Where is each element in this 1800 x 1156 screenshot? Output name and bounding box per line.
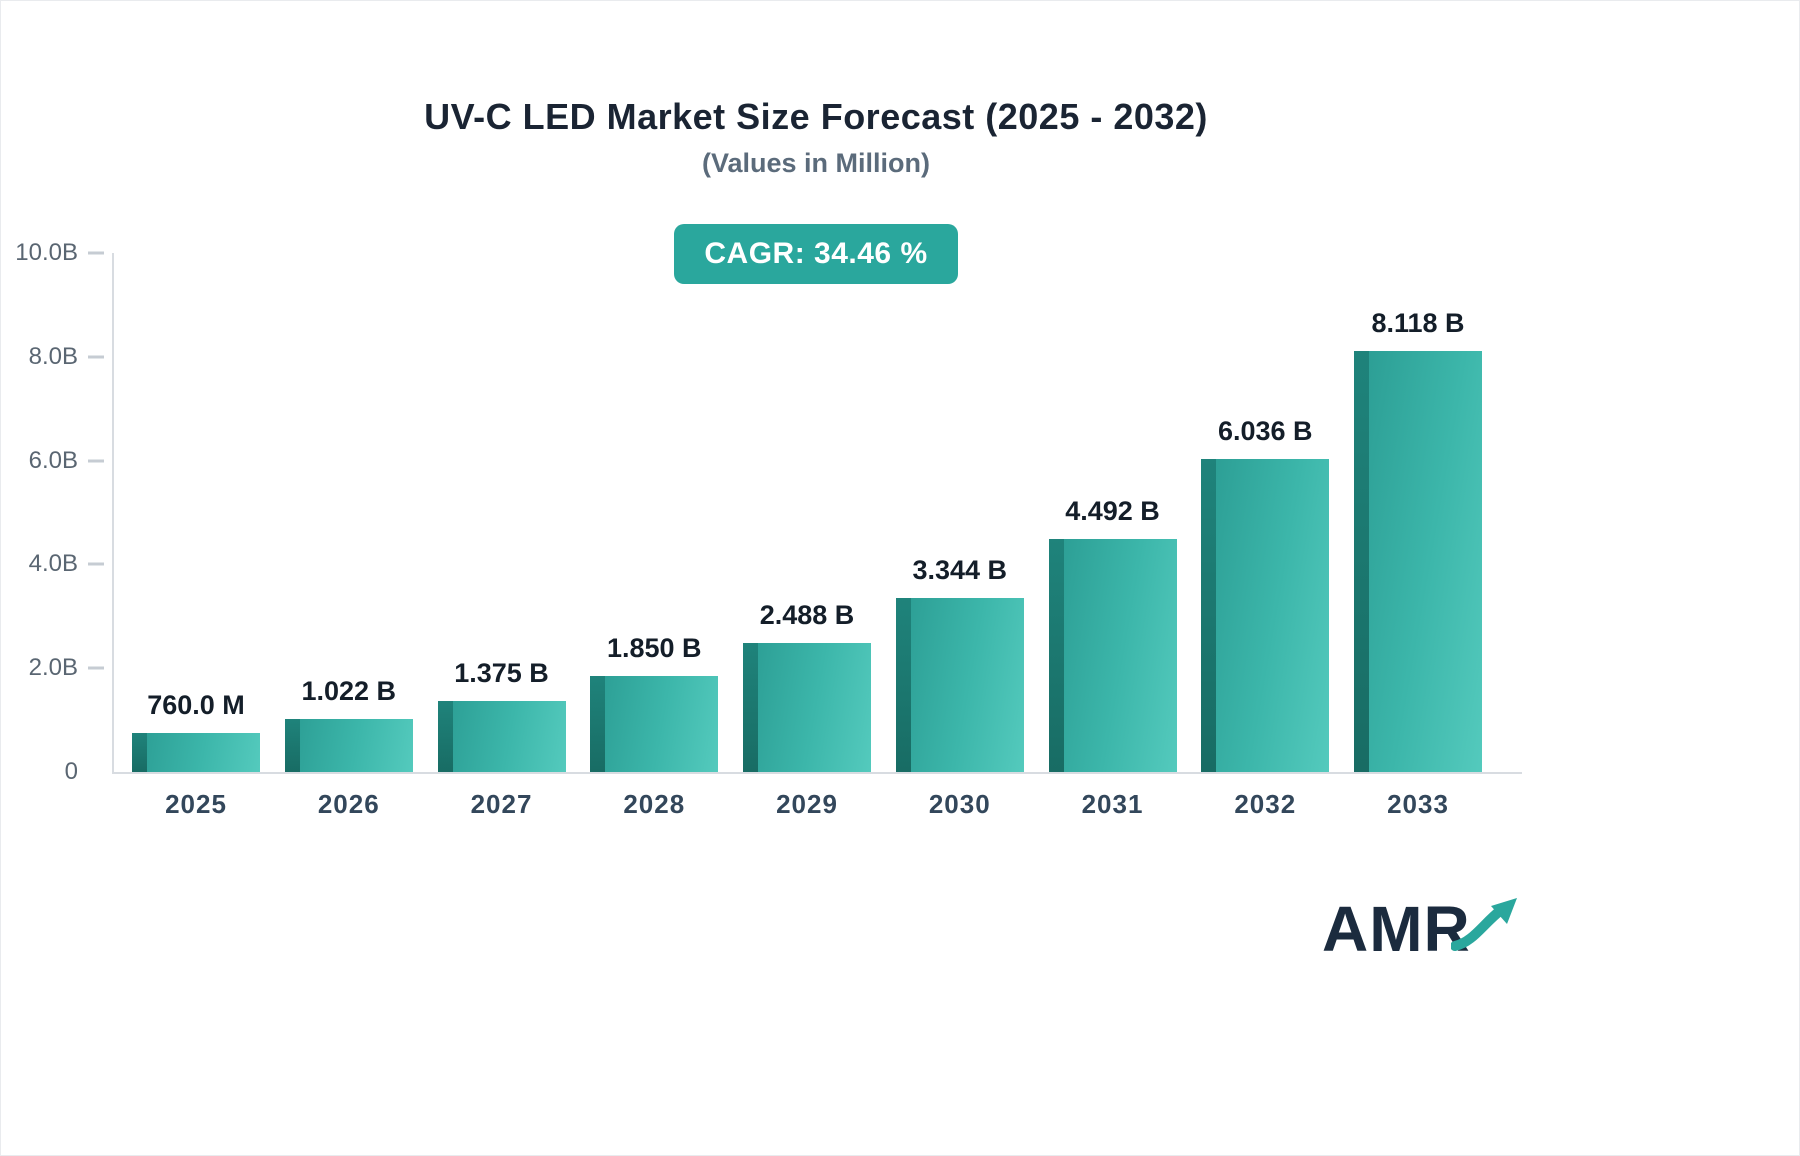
bar-side-shade xyxy=(590,676,606,772)
x-axis-tick-label: 2033 xyxy=(1387,789,1449,819)
bar-value-label: 8.118 B xyxy=(1371,307,1465,338)
x-axis-tick-label: 2026 xyxy=(317,789,380,819)
bar-value-label: 760.0 M xyxy=(147,689,245,720)
y-axis-tick-label: 10.0B xyxy=(15,239,78,266)
bar-group: 1.375 B 2027 xyxy=(437,253,566,819)
y-axis-tick-label: 6.0B xyxy=(28,446,78,474)
bar-side-shade xyxy=(1354,350,1369,772)
x-axis-tick-label: 2030 xyxy=(928,789,991,819)
y-axis-tick-mark xyxy=(88,666,104,670)
plot-area: 10.0B 8.0B 6.0B 4.0B 2.0B 0 760.0 M 2025 1.022 … xyxy=(15,239,1522,819)
y-axis-tick-label: 2.0B xyxy=(28,654,78,682)
bar-value-label: 1.022 B xyxy=(301,675,397,706)
bar xyxy=(1354,350,1482,772)
bar-side-shade xyxy=(437,700,453,772)
bar-group: 4.492 B 2031 xyxy=(1048,253,1177,819)
bar-value-label: 3.344 B xyxy=(912,555,1008,586)
bar-group: 2.488 B 2029 xyxy=(743,253,871,819)
bar xyxy=(284,718,413,772)
x-axis-tick-label: 2029 xyxy=(776,789,838,819)
y-axis-tick-label: 4.0B xyxy=(28,550,78,578)
bar-group: 3.344 B 2030 xyxy=(895,253,1024,819)
y-axis-tick-mark xyxy=(88,459,104,463)
x-axis-tick-label: 2025 xyxy=(165,789,227,819)
bar-value-label: 1.375 B xyxy=(454,657,549,688)
bar xyxy=(895,598,1024,772)
bar-group: 6.036 B 2032 xyxy=(1201,253,1330,819)
bar-group: 1.022 B 2026 xyxy=(284,253,413,819)
x-axis-tick-label: 2031 xyxy=(1081,789,1144,819)
bar xyxy=(132,732,260,772)
bar-value-label: 6.036 B xyxy=(1217,415,1313,446)
bar-group: 8.118 B 2033 xyxy=(1354,253,1482,819)
bar-side-shade xyxy=(743,642,758,772)
bar-side-shade xyxy=(132,732,147,772)
bar-value-label: 1.850 B xyxy=(606,633,702,663)
amr-logo: AMR xyxy=(1322,892,1523,966)
bar xyxy=(743,642,871,772)
bar-side-shade xyxy=(1048,538,1064,772)
chart-subtitle: (Values in Million) xyxy=(701,148,931,178)
cagr-badge-row: CAGR: 34.46 % xyxy=(112,224,1520,284)
y-axis-tick-mark xyxy=(88,562,104,566)
bar-group: 1.850 B 2028 xyxy=(590,253,719,819)
x-axis-tick-label: 2032 xyxy=(1234,789,1297,819)
bar-value-label: 4.492 B xyxy=(1065,495,1160,526)
y-axis-tick-label: 8.0B xyxy=(28,342,78,370)
bar xyxy=(590,676,719,772)
bar-side-shade xyxy=(1201,458,1217,772)
cagr-badge: CAGR: 34.46 % xyxy=(674,224,958,284)
y-axis-tick-label: 0 xyxy=(64,758,78,785)
bar xyxy=(1201,458,1330,772)
y-axis-tick-mark xyxy=(88,355,104,359)
amr-logo-text: AMR xyxy=(1322,893,1471,965)
chart-title: UV-C LED Market Size Forecast (2025 - 20… xyxy=(424,96,1208,137)
bar xyxy=(1048,538,1177,772)
bar xyxy=(437,700,566,772)
bar-value-label: 2.488 B xyxy=(759,599,855,630)
bar-side-shade xyxy=(284,718,300,772)
x-axis-tick-label: 2028 xyxy=(623,789,686,819)
amr-logo-arrow-icon xyxy=(1450,898,1517,951)
bar-side-shade xyxy=(895,598,911,772)
x-axis-tick-label: 2027 xyxy=(470,789,533,819)
bar-group: 760.0 M 2025 xyxy=(132,253,260,819)
bars-container: 760.0 M 2025 1.022 B 2026 1.375 B 2027 1.850 B… xyxy=(114,253,1522,819)
y-axis-tick-mark xyxy=(88,251,104,255)
